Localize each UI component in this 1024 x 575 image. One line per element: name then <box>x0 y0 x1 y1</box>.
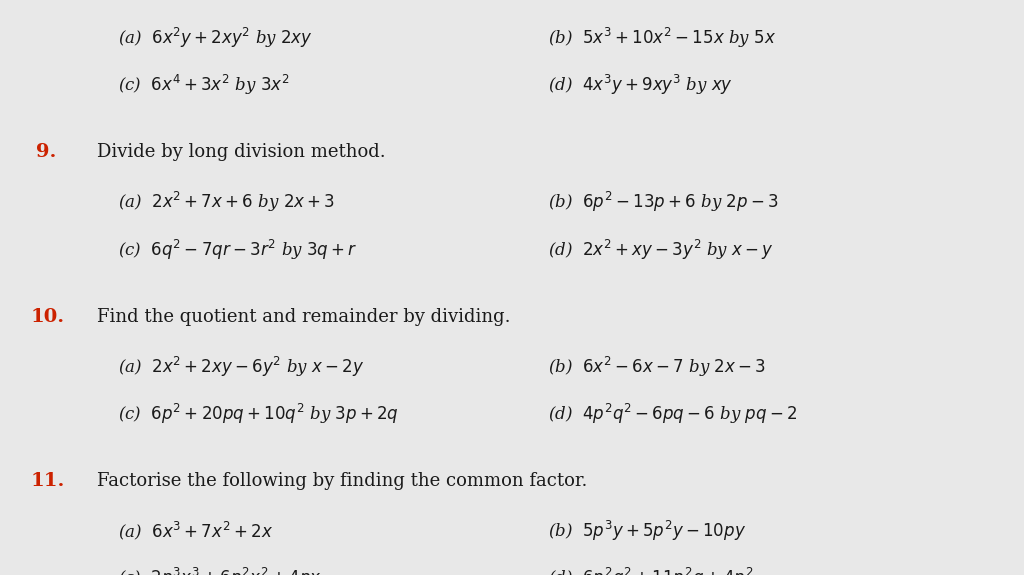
Text: (d)  $4p^2q^2 - 6pq - 6$ by $pq - 2$: (d) $4p^2q^2 - 6pq - 6$ by $pq - 2$ <box>548 402 798 426</box>
Text: Find the quotient and remainder by dividing.: Find the quotient and remainder by divid… <box>97 308 511 325</box>
Text: 9.: 9. <box>36 143 56 161</box>
Text: (c)  $6x^4 + 3x^2$ by $3x^2$: (c) $6x^4 + 3x^2$ by $3x^2$ <box>118 73 290 97</box>
Text: (b)  $6p^2 - 13p + 6$ by $2p - 3$: (b) $6p^2 - 13p + 6$ by $2p - 3$ <box>548 190 778 214</box>
Text: (b)  $5p^3y + 5p^2y - 10py$: (b) $5p^3y + 5p^2y - 10py$ <box>548 519 745 543</box>
Text: (c)  $2p^3x^3 + 6p^2x^2 + 4px$: (c) $2p^3x^3 + 6p^2x^2 + 4px$ <box>118 566 322 575</box>
Text: (a)  $2x^2 + 7x + 6$ by $2x + 3$: (a) $2x^2 + 7x + 6$ by $2x + 3$ <box>118 190 335 214</box>
Text: Factorise the following by finding the common factor.: Factorise the following by finding the c… <box>97 472 588 490</box>
Text: (d)  $4x^3y + 9xy^3$ by $xy$: (d) $4x^3y + 9xy^3$ by $xy$ <box>548 73 733 97</box>
Text: 10.: 10. <box>31 308 65 325</box>
Text: (d)  $2x^2 + xy - 3y^2$ by $x - y$: (d) $2x^2 + xy - 3y^2$ by $x - y$ <box>548 237 774 262</box>
Text: (b)  $6x^2 - 6x - 7$ by $2x - 3$: (b) $6x^2 - 6x - 7$ by $2x - 3$ <box>548 355 766 379</box>
Text: (a)  $6x^2y + 2xy^2$ by $2xy$: (a) $6x^2y + 2xy^2$ by $2xy$ <box>118 26 312 50</box>
Text: (d)  $6p^2q^2 + 11p^2q + 4p^2$: (d) $6p^2q^2 + 11p^2q + 4p^2$ <box>548 566 753 575</box>
Text: 11.: 11. <box>31 472 66 490</box>
Text: (a)  $2x^2 + 2xy - 6y^2$ by $x - 2y$: (a) $2x^2 + 2xy - 6y^2$ by $x - 2y$ <box>118 355 364 379</box>
Text: (b)  $5x^3 + 10x^2 - 15x$ by $5x$: (b) $5x^3 + 10x^2 - 15x$ by $5x$ <box>548 26 776 50</box>
Text: (c)  $6q^2 - 7qr - 3r^2$ by $3q + r$: (c) $6q^2 - 7qr - 3r^2$ by $3q + r$ <box>118 237 357 262</box>
Text: (c)  $6p^2 + 20pq + 10q^2$ by $3p + 2q$: (c) $6p^2 + 20pq + 10q^2$ by $3p + 2q$ <box>118 402 398 426</box>
Text: (a)  $6x^3 + 7x^2 + 2x$: (a) $6x^3 + 7x^2 + 2x$ <box>118 519 272 542</box>
Text: Divide by long division method.: Divide by long division method. <box>97 143 386 161</box>
